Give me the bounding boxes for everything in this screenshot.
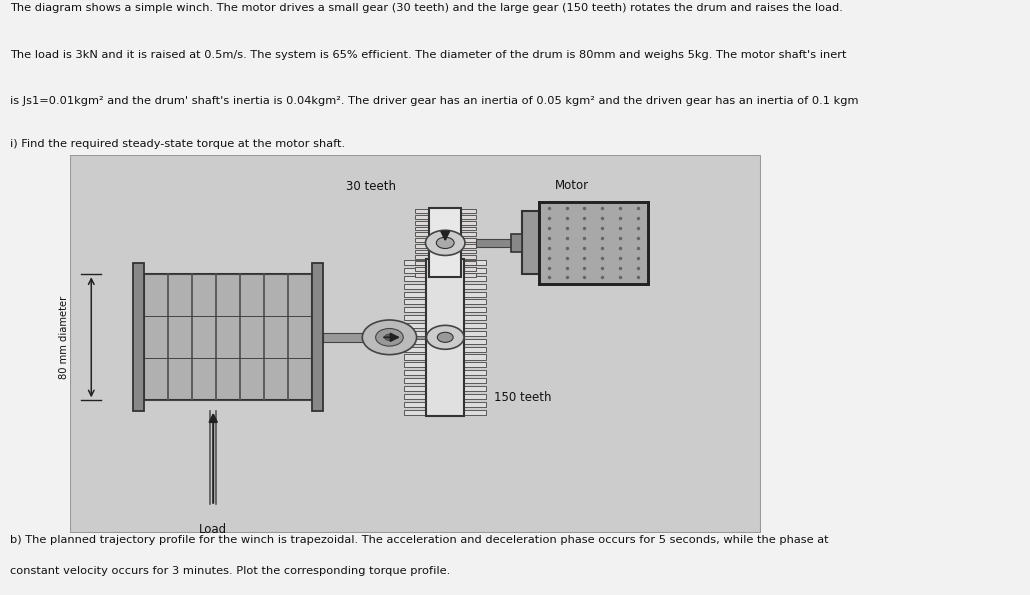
Text: Load: Load xyxy=(199,523,228,536)
Circle shape xyxy=(425,230,465,255)
Bar xyxy=(415,273,430,277)
Bar xyxy=(461,233,476,236)
Bar xyxy=(464,268,486,273)
Bar xyxy=(511,234,522,252)
Bar xyxy=(404,331,426,336)
Bar xyxy=(464,339,486,344)
Bar xyxy=(464,284,486,289)
Bar xyxy=(404,394,426,399)
Bar xyxy=(404,323,426,328)
Bar xyxy=(461,238,476,242)
Bar xyxy=(461,273,476,277)
Bar xyxy=(461,267,476,271)
Bar xyxy=(461,255,476,259)
Bar xyxy=(464,347,486,352)
Bar xyxy=(464,394,486,399)
Text: b) The planned trajectory profile for the winch is trapezoidal. The acceleration: b) The planned trajectory profile for th… xyxy=(10,535,829,545)
Bar xyxy=(461,250,476,253)
Bar xyxy=(415,215,430,219)
Bar xyxy=(404,268,426,273)
Bar xyxy=(464,362,486,368)
Circle shape xyxy=(426,325,464,349)
Bar xyxy=(461,209,476,213)
Bar xyxy=(404,347,426,352)
Bar xyxy=(464,378,486,383)
Bar xyxy=(404,284,426,289)
Bar xyxy=(415,227,430,230)
Bar xyxy=(430,208,461,277)
Bar xyxy=(415,261,430,265)
Bar xyxy=(404,370,426,375)
Bar xyxy=(426,259,464,416)
Bar xyxy=(404,315,426,320)
Bar xyxy=(464,299,486,305)
Bar xyxy=(415,255,430,259)
Bar xyxy=(404,355,426,359)
Bar xyxy=(464,386,486,391)
Bar xyxy=(404,275,426,281)
Bar xyxy=(404,378,426,383)
Bar xyxy=(415,244,430,248)
Text: The load is 3kN and it is raised at 0.5m/s. The system is 65% efficient. The dia: The load is 3kN and it is raised at 0.5m… xyxy=(10,49,847,60)
Bar xyxy=(415,250,430,253)
Bar xyxy=(464,315,486,320)
Bar xyxy=(322,333,426,342)
Text: The diagram shows a simple winch. The motor drives a small gear (30 teeth) and t: The diagram shows a simple winch. The mo… xyxy=(10,3,844,13)
Bar xyxy=(464,331,486,336)
Bar xyxy=(461,221,476,224)
Bar xyxy=(404,292,426,297)
Text: 150 teeth: 150 teeth xyxy=(493,391,551,403)
Bar xyxy=(144,274,312,400)
Circle shape xyxy=(438,332,453,342)
Bar xyxy=(404,307,426,312)
Bar xyxy=(461,215,476,219)
Bar xyxy=(404,362,426,368)
Bar xyxy=(476,239,539,247)
Bar xyxy=(415,209,430,213)
Bar xyxy=(464,355,486,359)
Bar xyxy=(404,386,426,391)
Bar xyxy=(133,264,144,411)
Text: constant velocity occurs for 3 minutes. Plot the corresponding torque profile.: constant velocity occurs for 3 minutes. … xyxy=(10,566,450,576)
Bar xyxy=(415,267,430,271)
Bar xyxy=(404,260,426,265)
Bar xyxy=(539,202,648,284)
Text: i) Find the required steady-state torque at the motor shaft.: i) Find the required steady-state torque… xyxy=(10,139,345,149)
Text: 80 mm diameter: 80 mm diameter xyxy=(59,296,69,379)
Text: 30 teeth: 30 teeth xyxy=(346,180,397,193)
Circle shape xyxy=(437,237,454,249)
Bar xyxy=(461,244,476,248)
Circle shape xyxy=(376,328,404,346)
Bar xyxy=(404,409,426,415)
Bar xyxy=(464,409,486,415)
Bar xyxy=(415,221,430,224)
Bar xyxy=(464,292,486,297)
Bar xyxy=(461,261,476,265)
Bar xyxy=(464,275,486,281)
Bar xyxy=(404,299,426,305)
Bar xyxy=(464,260,486,265)
Circle shape xyxy=(363,320,416,355)
Bar xyxy=(404,339,426,344)
Bar xyxy=(464,370,486,375)
Bar xyxy=(404,402,426,407)
Text: is Js1=0.01kgm² and the drum' shaft's inertia is 0.04kgm². The driver gear has a: is Js1=0.01kgm² and the drum' shaft's in… xyxy=(10,96,859,106)
Bar xyxy=(522,211,539,274)
Bar xyxy=(461,227,476,230)
Circle shape xyxy=(384,334,394,340)
Bar xyxy=(464,307,486,312)
Bar xyxy=(415,238,430,242)
Bar xyxy=(464,402,486,407)
Bar xyxy=(464,323,486,328)
Text: Motor: Motor xyxy=(554,180,589,192)
Bar xyxy=(312,264,322,411)
Bar xyxy=(415,233,430,236)
